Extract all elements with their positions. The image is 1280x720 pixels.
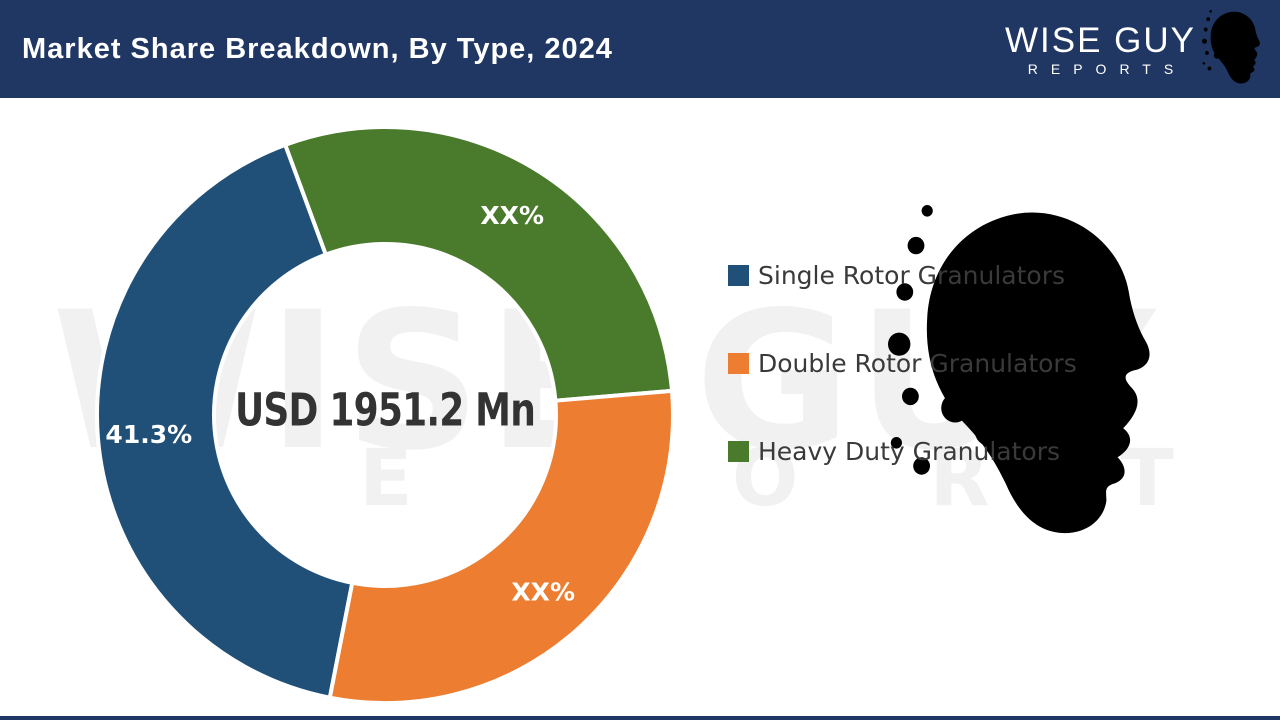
legend-label: Single Rotor Granulators — [758, 260, 1065, 290]
donut-slice — [283, 125, 674, 403]
legend-item: Double Rotor Granulators — [728, 348, 1077, 378]
slice-label: 41.3% — [105, 420, 192, 449]
legend: Single Rotor Granulators Double Rotor Gra… — [728, 260, 1077, 466]
legend-swatch — [728, 440, 749, 462]
chart-center-label: USD 1951.2 Mn — [234, 383, 536, 437]
legend-label: Heavy Duty Granulators — [758, 436, 1061, 466]
footer-bar — [0, 716, 1280, 720]
slice-label: XX% — [511, 578, 575, 607]
logo: WISE GUY REPORTS — [1005, 0, 1264, 98]
legend-swatch — [728, 264, 749, 286]
logo-text: WISE GUY REPORTS — [1005, 23, 1196, 76]
logo-subtitle: REPORTS — [1027, 60, 1187, 77]
donut-slice — [95, 142, 355, 700]
legend-swatch — [728, 352, 749, 374]
logo-wordmark: WISE GUY — [1004, 20, 1196, 60]
legend-item: Heavy Duty Granulators — [728, 436, 1077, 466]
legend-label: Double Rotor Granulators — [758, 348, 1077, 378]
donut-chart: XX% 41.3% XX% — [95, 125, 675, 705]
logo-face-icon — [1202, 10, 1260, 84]
page-title: Market Share Breakdown, By Type, 2024 — [22, 32, 613, 65]
donut-slice — [327, 388, 675, 705]
slice-label: XX% — [480, 201, 544, 230]
header: Market Share Breakdown, By Type, 2024 WI… — [0, 0, 1280, 98]
legend-item: Single Rotor Granulators — [728, 260, 1077, 290]
